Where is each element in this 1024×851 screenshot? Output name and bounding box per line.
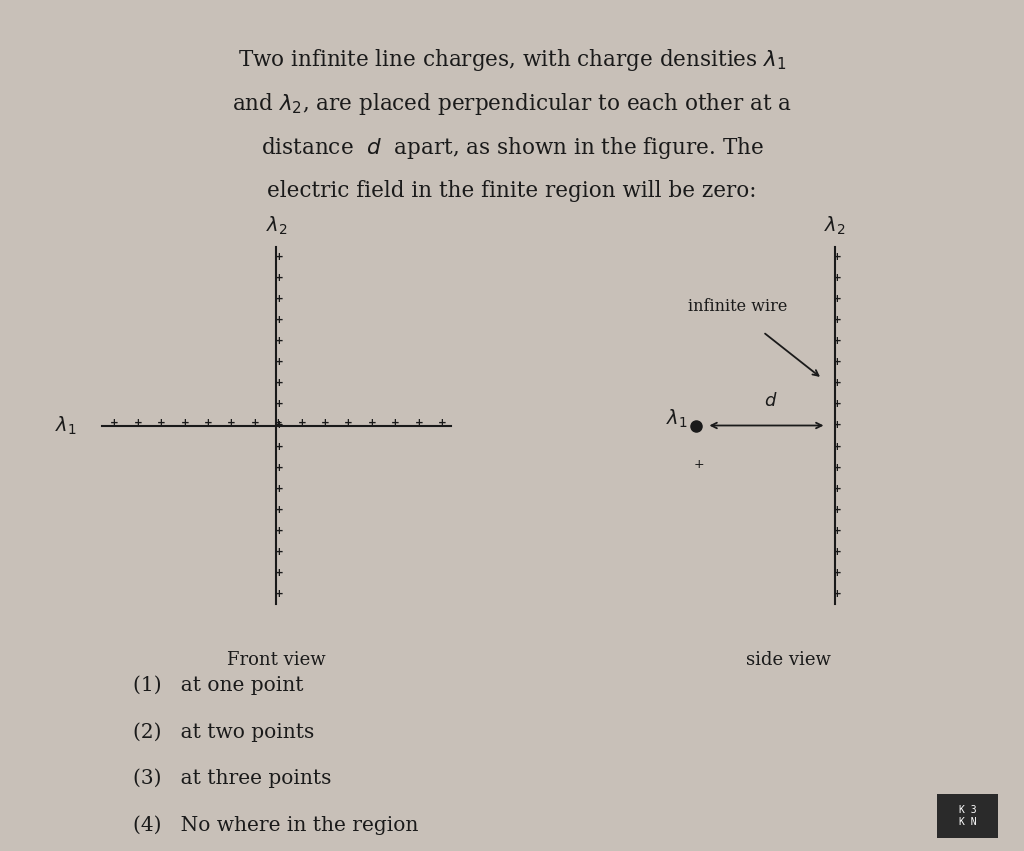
Text: +: +	[275, 294, 284, 304]
FancyBboxPatch shape	[937, 794, 998, 838]
Text: +: +	[275, 589, 284, 599]
Text: +: +	[275, 463, 284, 472]
Text: $\lambda_1$: $\lambda_1$	[55, 414, 77, 437]
Text: +: +	[834, 568, 842, 578]
Text: +: +	[834, 526, 842, 536]
Text: +: +	[275, 336, 284, 346]
Text: +: +	[834, 379, 842, 388]
Text: (2)   at two points: (2) at two points	[133, 722, 314, 742]
Text: +: +	[834, 442, 842, 452]
Text: +: +	[275, 357, 284, 368]
Text: +: +	[157, 418, 166, 428]
Text: +: +	[275, 483, 284, 494]
Text: +: +	[834, 399, 842, 409]
Text: +: +	[111, 418, 119, 428]
Text: +: +	[275, 526, 284, 536]
Text: side view: side view	[746, 651, 830, 669]
Text: $\lambda_2$: $\lambda_2$	[823, 214, 846, 237]
Text: +: +	[834, 483, 842, 494]
Text: +: +	[274, 418, 283, 428]
Text: +: +	[834, 463, 842, 472]
Text: +: +	[275, 273, 284, 283]
Text: +: +	[275, 568, 284, 578]
Text: (1)   at one point: (1) at one point	[133, 675, 304, 695]
Text: $d$: $d$	[764, 392, 777, 410]
Text: +: +	[391, 418, 400, 428]
Text: +: +	[275, 442, 284, 452]
Text: +: +	[275, 315, 284, 325]
Text: $\lambda_2$: $\lambda_2$	[265, 214, 288, 237]
Text: +: +	[834, 547, 842, 557]
Text: +: +	[344, 418, 353, 428]
Text: +: +	[694, 458, 705, 471]
Text: +: +	[438, 418, 446, 428]
Text: K 3
K N: K 3 K N	[958, 805, 977, 827]
Text: +: +	[834, 294, 842, 304]
Text: +: +	[298, 418, 306, 428]
Text: (4)   No where in the region: (4) No where in the region	[133, 815, 419, 836]
Text: +: +	[834, 420, 842, 431]
Text: +: +	[834, 315, 842, 325]
Text: +: +	[834, 336, 842, 346]
Text: +: +	[204, 418, 213, 428]
Text: +: +	[134, 418, 142, 428]
Text: +: +	[834, 505, 842, 515]
Text: distance  $d$  apart, as shown in the figure. The: distance $d$ apart, as shown in the figu…	[260, 135, 764, 162]
Text: +: +	[227, 418, 237, 428]
Text: +: +	[275, 379, 284, 388]
Text: +: +	[275, 399, 284, 409]
Text: and $\lambda_2$, are placed perpendicular to each other at a: and $\lambda_2$, are placed perpendicula…	[231, 91, 793, 117]
Text: +: +	[834, 252, 842, 262]
Text: infinite wire: infinite wire	[687, 298, 787, 315]
Text: +: +	[275, 252, 284, 262]
Text: (3)   at three points: (3) at three points	[133, 768, 332, 789]
Text: +: +	[275, 547, 284, 557]
Text: Two infinite line charges, with charge densities $\lambda_1$: Two infinite line charges, with charge d…	[238, 47, 786, 73]
Text: +: +	[251, 418, 259, 428]
Text: +: +	[834, 589, 842, 599]
Text: electric field in the finite region will be zero:: electric field in the finite region will…	[267, 180, 757, 202]
Text: Front view: Front view	[227, 651, 326, 669]
Text: +: +	[275, 505, 284, 515]
Text: +: +	[180, 418, 189, 428]
Text: +: +	[321, 418, 330, 428]
Text: $\lambda_1$: $\lambda_1$	[667, 408, 688, 430]
Text: +: +	[834, 273, 842, 283]
Text: +: +	[415, 418, 423, 428]
Text: +: +	[275, 420, 284, 431]
Text: +: +	[834, 357, 842, 368]
Text: +: +	[368, 418, 377, 428]
